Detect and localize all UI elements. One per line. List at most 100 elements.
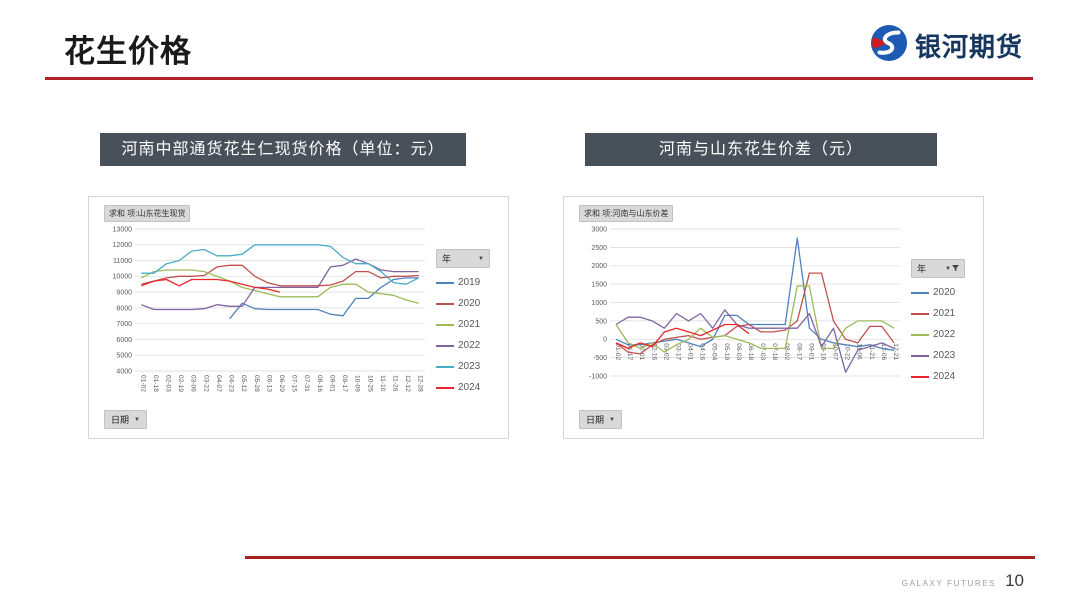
left-legend-field-label: 年 [442, 254, 452, 264]
svg-text:03-22: 03-22 [202, 375, 209, 392]
svg-text:06-29: 06-29 [278, 375, 285, 392]
left-date-field-label: 日期 [111, 415, 130, 425]
svg-text:11-21: 11-21 [868, 343, 875, 360]
legend-label: 2021 [458, 319, 481, 330]
svg-text:7000: 7000 [116, 321, 132, 328]
svg-text:05-04: 05-04 [711, 343, 718, 360]
dropdown-arrow-icon: ▼ [609, 416, 615, 423]
series-line-2024 [141, 278, 281, 293]
svg-text:8000: 8000 [116, 305, 132, 312]
svg-text:05-12: 05-12 [240, 375, 247, 392]
svg-text:2000: 2000 [591, 263, 607, 270]
legend-entry-2022: 2022 [911, 324, 979, 345]
svg-text:02-03: 02-03 [165, 375, 172, 392]
legend-entry-2020: 2020 [911, 282, 979, 303]
svg-text:08-16: 08-16 [316, 375, 323, 392]
legend-line-swatch [436, 302, 454, 305]
svg-text:2500: 2500 [591, 245, 607, 252]
company-name: 银河期货 [915, 32, 1024, 62]
svg-text:1000: 1000 [591, 300, 607, 307]
svg-text:09-01: 09-01 [807, 343, 814, 360]
legend-entry-2024: 2024 [911, 366, 979, 387]
legend-label: 2020 [458, 298, 481, 309]
dropdown-arrow-icon: ▼ [945, 265, 951, 272]
svg-text:4000: 4000 [116, 368, 132, 375]
svg-text:02-16: 02-16 [650, 343, 657, 360]
right-chart-legend: 年 ▼ 2020 2021 2022 2023 2024 [911, 259, 979, 387]
legend-label: 2019 [458, 277, 481, 288]
page-number: 10 [1005, 571, 1024, 590]
legend-entry-2021: 2021 [911, 303, 979, 324]
svg-text:04-16: 04-16 [699, 343, 706, 360]
left-line-chart: 13000 12000 11000 10000 9000 8000 7000 6000 5000… [113, 226, 425, 392]
svg-text:12-28: 12-28 [417, 375, 424, 392]
legend-entry-2023: 2023 [911, 345, 979, 366]
svg-text:11-26: 11-26 [392, 375, 399, 392]
right-legend-year-button[interactable]: 年 ▼ [911, 259, 965, 278]
y-axis-labels: 13000 12000 11000 10000 9000 8000 7000 6000 5000… [113, 226, 133, 375]
svg-text:10-25: 10-25 [366, 375, 373, 392]
series-line-2022 [615, 285, 895, 353]
svg-text:10-22: 10-22 [844, 343, 851, 360]
legend-entry-2020: 2020 [436, 293, 504, 314]
legend-label: 2024 [458, 382, 481, 393]
svg-text:03-17: 03-17 [675, 343, 682, 360]
dropdown-arrow-icon: ▼ [134, 416, 140, 423]
legend-entry-2019: 2019 [436, 272, 504, 293]
series-line-2021 [615, 272, 895, 355]
svg-text:3000: 3000 [591, 226, 607, 233]
left-date-axis-button[interactable]: 日期 ▼ [104, 410, 147, 429]
right-date-axis-button[interactable]: 日期 ▼ [579, 410, 622, 429]
footer: GALAXY FUTURES 10 [902, 571, 1024, 591]
svg-text:0: 0 [603, 337, 607, 344]
left-legend-entries: 2019 2020 2021 2022 2023 2024 [436, 272, 504, 398]
footer-divider [245, 556, 1035, 559]
y-axis-labels: 3000 2500 2000 1500 1000 500 0 -500 -1000 [589, 226, 607, 380]
right-line-chart: 3000 2500 2000 1500 1000 500 0 -500 -1000 01-02 0 1… [589, 226, 900, 380]
svg-text:01-02: 01-02 [614, 343, 621, 360]
svg-text:11-06: 11-06 [856, 343, 863, 360]
series-line-2023 [615, 309, 895, 373]
svg-text:03-06: 03-06 [190, 375, 197, 392]
svg-text:-1000: -1000 [589, 373, 607, 380]
legend-line-swatch [436, 344, 454, 347]
svg-text:13000: 13000 [113, 226, 133, 233]
right-legend-entries: 2020 2021 2022 2023 2024 [911, 282, 979, 387]
left-pivot-value-button[interactable]: 求和 项:山东花生现货 [104, 205, 191, 222]
right-pivot-value-button[interactable]: 求和 项:河南与山东价差 [579, 205, 674, 222]
svg-text:09-17: 09-17 [341, 375, 348, 392]
svg-text:08-17: 08-17 [795, 343, 802, 360]
left-legend-year-button[interactable]: 年 ▼ [436, 249, 490, 268]
legend-line-swatch [911, 354, 929, 357]
svg-text:11-10: 11-10 [379, 375, 386, 392]
footer-brand: GALAXY FUTURES [901, 579, 997, 588]
gridlines [135, 228, 425, 372]
series-line-2023 [141, 244, 419, 285]
svg-text:06-13: 06-13 [265, 375, 272, 392]
gridlines [610, 228, 900, 377]
legend-line-swatch [436, 365, 454, 368]
svg-text:01-18: 01-18 [152, 375, 159, 392]
filter-funnel-icon [952, 265, 959, 272]
right-date-field-label: 日期 [586, 415, 605, 425]
svg-text:12-12: 12-12 [404, 375, 411, 392]
legend-line-swatch [436, 281, 454, 284]
series-line-2019 [229, 277, 419, 320]
svg-text:-500: -500 [593, 355, 607, 362]
legend-entry-2022: 2022 [436, 335, 504, 356]
series-lines [141, 244, 419, 320]
svg-text:05-19: 05-19 [723, 343, 730, 360]
legend-label: 2023 [458, 361, 481, 372]
svg-text:07-18: 07-18 [771, 343, 778, 360]
svg-text:10-07: 10-07 [832, 343, 839, 360]
series-line-2020 [615, 237, 895, 351]
svg-text:06-18: 06-18 [747, 343, 754, 360]
svg-text:04-07: 04-07 [215, 375, 222, 392]
svg-text:05-28: 05-28 [253, 375, 260, 392]
svg-text:11000: 11000 [113, 258, 132, 265]
legend-label: 2022 [933, 329, 956, 340]
series-line-2020 [141, 264, 419, 287]
left-chart-legend: 年 ▼ 2019 2020 2021 2022 2023 2024 [436, 249, 504, 398]
series-lines [615, 237, 895, 373]
